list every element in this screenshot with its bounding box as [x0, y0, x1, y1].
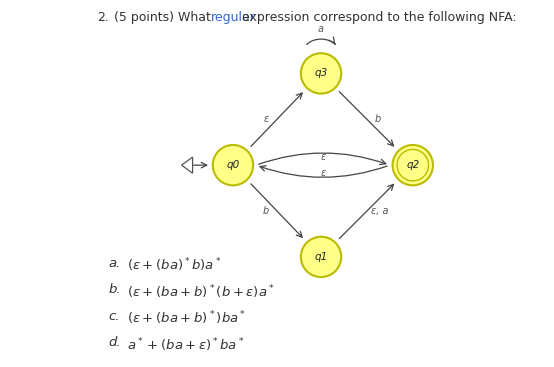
- Text: $(\varepsilon + (ba)^*b)a^*$: $(\varepsilon + (ba)^*b)a^*$: [126, 257, 221, 275]
- Text: $(\varepsilon + (ba + b)^*(b + \varepsilon)a^*$: $(\varepsilon + (ba + b)^*(b + \varepsil…: [126, 283, 274, 301]
- Circle shape: [213, 145, 253, 185]
- Text: b: b: [375, 114, 381, 124]
- Text: b.: b.: [108, 283, 121, 296]
- Text: c.: c.: [108, 310, 120, 323]
- Circle shape: [393, 145, 433, 185]
- Text: ε: ε: [320, 152, 326, 162]
- Text: 2.: 2.: [97, 11, 109, 24]
- Text: q3: q3: [315, 68, 327, 79]
- Text: q2: q2: [406, 160, 419, 170]
- Text: $(\varepsilon + (ba + b)^*)ba^*$: $(\varepsilon + (ba + b)^*)ba^*$: [126, 310, 246, 327]
- Text: ε: ε: [320, 168, 326, 178]
- Text: a: a: [318, 23, 324, 33]
- Text: q1: q1: [315, 252, 327, 262]
- Text: regular: regular: [211, 11, 256, 24]
- Circle shape: [301, 237, 341, 277]
- Text: b: b: [263, 206, 269, 216]
- Text: a.: a.: [108, 257, 121, 270]
- Text: $a^* + (ba + \varepsilon)^*ba^*$: $a^* + (ba + \varepsilon)^*ba^*$: [126, 336, 244, 354]
- Circle shape: [301, 53, 341, 94]
- Text: q0: q0: [227, 160, 239, 170]
- Text: ε: ε: [263, 114, 269, 124]
- Text: (5 points) What: (5 points) What: [114, 11, 214, 24]
- Text: ε, a: ε, a: [371, 206, 388, 216]
- Text: d.: d.: [108, 336, 121, 349]
- Text: expression correspond to the following NFA:: expression correspond to the following N…: [238, 11, 517, 24]
